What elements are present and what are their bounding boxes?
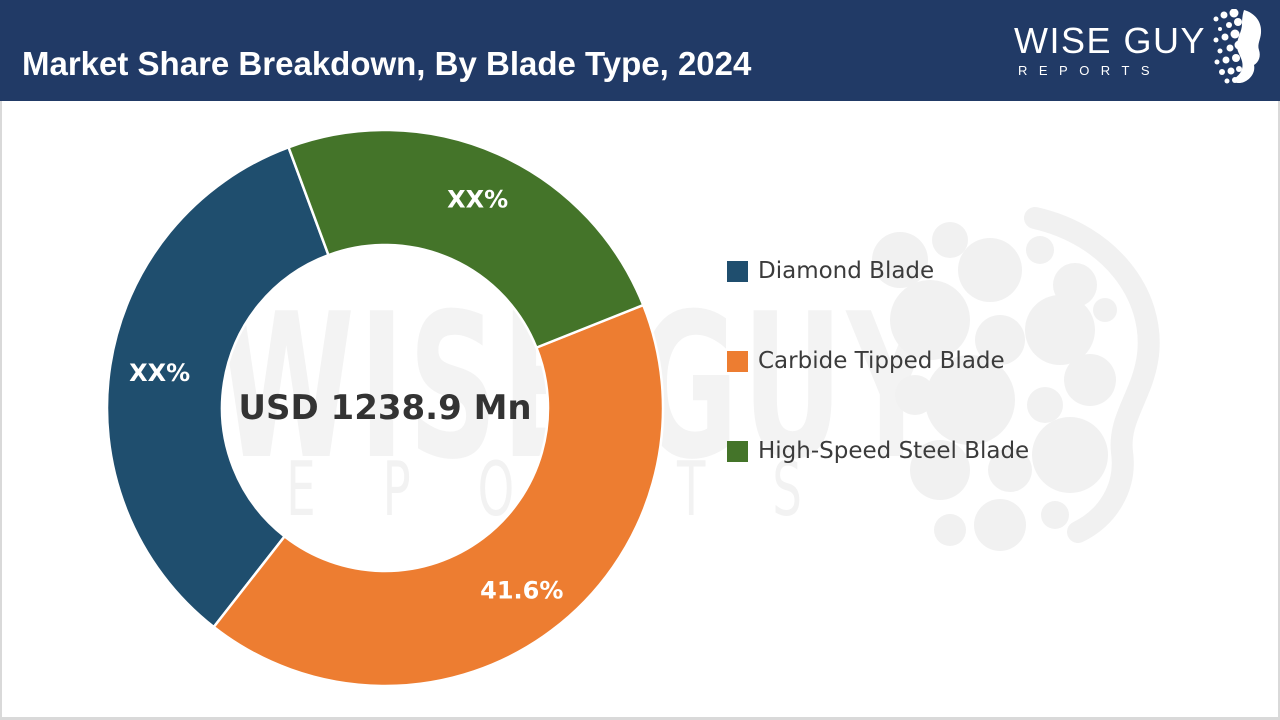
- logo-face-icon: [1213, 9, 1262, 84]
- donut-segment-label-diamond-blade: XX%: [129, 359, 190, 387]
- wise-guy-logo: WISE GUY REPORTS: [1014, 9, 1264, 91]
- donut-chart: XX% 41.6% XX%: [105, 128, 665, 688]
- donut-segment-diamond-blade: [105, 146, 330, 629]
- legend-swatch-carbide-tipped-blade: [727, 350, 748, 372]
- legend-item-high-speed-steel-blade: High-Speed Steel Blade: [727, 436, 1029, 466]
- legend: Diamond Blade Carbide Tipped Blade High-…: [727, 256, 1029, 466]
- legend-swatch-high-speed-steel-blade: [727, 440, 748, 462]
- donut-segment-label-carbide-tipped-blade: 41.6%: [480, 576, 563, 604]
- chart-canvas: WISE GUY REPORTS XX%41.6%XX% USD 1238.9 …: [0, 101, 1280, 720]
- legend-item-carbide-tipped-blade: Carbide Tipped Blade: [727, 346, 1029, 376]
- legend-label: High-Speed Steel Blade: [758, 438, 1030, 464]
- legend-label: Diamond Blade: [758, 258, 935, 284]
- donut-segment-carbide-tipped-blade: [212, 303, 665, 688]
- donut-segment-high-speed-steel-blade: [287, 128, 645, 349]
- page-title: Market Share Breakdown, By Blade Type, 2…: [22, 45, 752, 82]
- legend-swatch-diamond-blade: [727, 260, 748, 282]
- donut-center-value: USD 1238.9 Mn: [238, 388, 532, 428]
- legend-label: Carbide Tipped Blade: [758, 348, 1005, 374]
- logo-wordmark: WISE GUY: [1013, 20, 1206, 62]
- logo-subtitle: REPORTS: [1017, 62, 1162, 78]
- header-bar: Market Share Breakdown, By Blade Type, 2…: [0, 0, 1280, 101]
- legend-item-diamond-blade: Diamond Blade: [727, 256, 1029, 286]
- logo-text: WISE GUY REPORTS: [1014, 22, 1206, 78]
- donut-segment-label-high-speed-steel-blade: XX%: [447, 186, 508, 214]
